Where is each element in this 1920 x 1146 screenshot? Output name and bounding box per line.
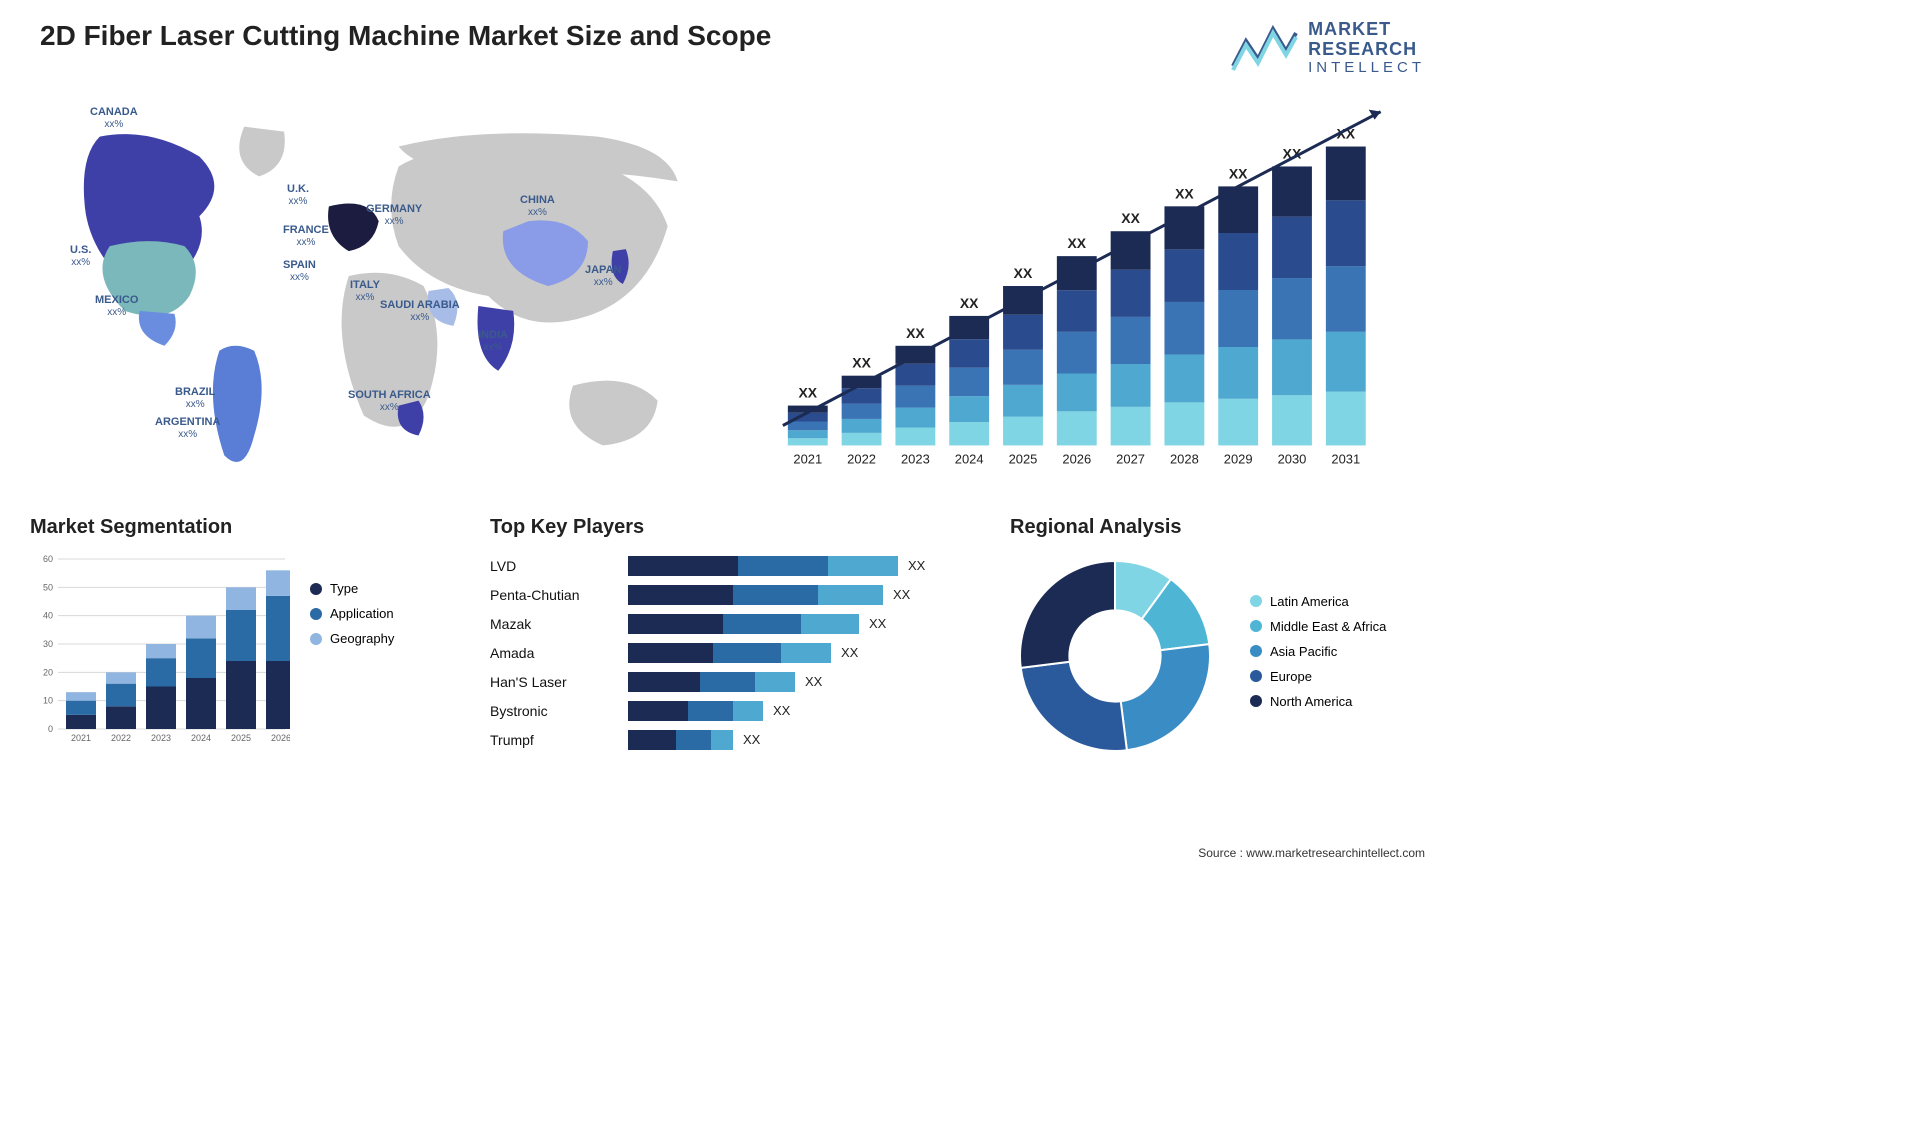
regional-title: Regional Analysis (1010, 516, 1425, 539)
legend-item: Application (310, 606, 460, 621)
svg-text:20: 20 (43, 667, 53, 677)
svg-text:2024: 2024 (191, 733, 211, 743)
svg-text:2028: 2028 (1169, 451, 1198, 466)
legend-item: North America (1250, 694, 1425, 709)
svg-text:XX: XX (1067, 235, 1086, 251)
player-name: Trumpf (490, 725, 610, 754)
svg-text:2025: 2025 (231, 733, 251, 743)
header: 2D Fiber Laser Cutting Machine Market Si… (30, 20, 1425, 76)
map-label: ITALYxx% (350, 279, 380, 304)
map-label: SPAINxx% (283, 259, 316, 284)
bottom-row: Market Segmentation 0 10 20 30 40 50 60 2021 202… (30, 516, 1425, 761)
growth-bar-chart: XX 2021 XX 2022 XX 2023 XX 2024 XX 2025 XX 2026 XX 20… (748, 96, 1426, 486)
svg-text:2021: 2021 (71, 733, 91, 743)
svg-text:2022: 2022 (847, 451, 876, 466)
svg-text:XX: XX (1121, 210, 1140, 226)
map-label: SOUTH AFRICAxx% (348, 389, 431, 414)
map-label: CANADAxx% (90, 106, 138, 131)
map-label: INDIAxx% (478, 329, 508, 354)
player-bar-row: XX (628, 551, 980, 580)
player-name: Han'S Laser (490, 667, 610, 696)
svg-text:2029: 2029 (1223, 451, 1252, 466)
world-map-panel: CANADAxx% U.S.xx% MEXICOxx% BRAZILxx% ARGENT… (30, 96, 708, 486)
regional-panel: Regional Analysis Latin America Middle Ea… (1010, 516, 1425, 761)
players-name-list: LVDPenta-ChutianMazakAmadaHan'S LaserBys… (490, 551, 610, 754)
page-title: 2D Fiber Laser Cutting Machine Market Si… (30, 20, 771, 52)
top-row: CANADAxx% U.S.xx% MEXICOxx% BRAZILxx% ARGENT… (30, 96, 1425, 486)
map-label: SAUDI ARABIAxx% (380, 299, 460, 324)
player-bar-row: XX (628, 667, 980, 696)
map-label: U.K.xx% (287, 183, 309, 208)
legend-item: Latin America (1250, 594, 1425, 609)
legend-item: Asia Pacific (1250, 644, 1425, 659)
player-name: Amada (490, 638, 610, 667)
svg-text:60: 60 (43, 554, 53, 564)
map-label: U.S.xx% (70, 244, 91, 269)
svg-text:XX: XX (798, 385, 817, 401)
player-bar-row: XX (628, 725, 980, 754)
player-bar-row: XX (628, 580, 980, 609)
svg-text:XX: XX (959, 295, 978, 311)
legend-item: Middle East & Africa (1250, 619, 1425, 634)
map-label: GERMANYxx% (366, 203, 422, 228)
map-label: JAPANxx% (585, 264, 621, 289)
map-label: BRAZILxx% (175, 386, 215, 411)
svg-text:50: 50 (43, 582, 53, 592)
map-label: CHINAxx% (520, 194, 555, 219)
key-players-title: Top Key Players (490, 516, 980, 539)
svg-text:30: 30 (43, 639, 53, 649)
player-bar-row: XX (628, 696, 980, 725)
svg-text:2027: 2027 (1116, 451, 1145, 466)
player-name: Penta-Chutian (490, 580, 610, 609)
svg-text:2023: 2023 (151, 733, 171, 743)
svg-text:XX: XX (852, 355, 871, 371)
legend-item: Geography (310, 631, 460, 646)
legend-item: Europe (1250, 669, 1425, 684)
regional-donut-chart (1010, 551, 1220, 761)
player-bar-row: XX (628, 638, 980, 667)
map-label: ARGENTINAxx% (155, 416, 220, 441)
map-label: MEXICOxx% (95, 294, 138, 319)
svg-text:XX: XX (906, 325, 925, 341)
svg-text:10: 10 (43, 696, 53, 706)
player-name: Mazak (490, 609, 610, 638)
source-text: Source : www.marketresearchintellect.com (1198, 846, 1425, 860)
svg-text:2023: 2023 (900, 451, 929, 466)
segmentation-panel: Market Segmentation 0 10 20 30 40 50 60 2021 202… (30, 516, 460, 761)
svg-text:2024: 2024 (954, 451, 983, 466)
svg-text:2022: 2022 (111, 733, 131, 743)
svg-text:40: 40 (43, 611, 53, 621)
svg-text:2026: 2026 (1062, 451, 1091, 466)
player-name: LVD (490, 551, 610, 580)
svg-text:2030: 2030 (1277, 451, 1306, 466)
svg-text:XX: XX (1175, 185, 1194, 201)
growth-chart-panel: XX 2021 XX 2022 XX 2023 XX 2024 XX 2025 XX 2026 XX 20… (748, 96, 1426, 486)
logo: MARKET RESEARCH INTELLECT (1228, 20, 1425, 76)
map-label: FRANCExx% (283, 224, 329, 249)
player-name: Bystronic (490, 696, 610, 725)
players-bar-list: XXXXXXXXXXXXXX (628, 551, 980, 754)
segmentation-legend: Type Application Geography (310, 551, 460, 751)
svg-text:XX: XX (1228, 166, 1247, 182)
svg-text:XX: XX (1013, 265, 1032, 281)
logo-icon (1228, 21, 1298, 76)
svg-text:2025: 2025 (1008, 451, 1037, 466)
regional-legend: Latin America Middle East & Africa Asia Pa… (1250, 594, 1425, 719)
key-players-panel: Top Key Players LVDPenta-ChutianMazakAma… (490, 516, 980, 761)
svg-text:0: 0 (48, 724, 53, 734)
segmentation-title: Market Segmentation (30, 516, 460, 539)
segmentation-bar-chart: 0 10 20 30 40 50 60 2021 2022 2023 2024 2025 2026 (30, 551, 290, 751)
player-bar-row: XX (628, 609, 980, 638)
svg-text:2031: 2031 (1331, 451, 1360, 466)
legend-item: Type (310, 581, 460, 596)
logo-text: MARKET RESEARCH INTELLECT (1308, 20, 1425, 76)
svg-text:2021: 2021 (793, 451, 822, 466)
svg-text:2026: 2026 (271, 733, 290, 743)
